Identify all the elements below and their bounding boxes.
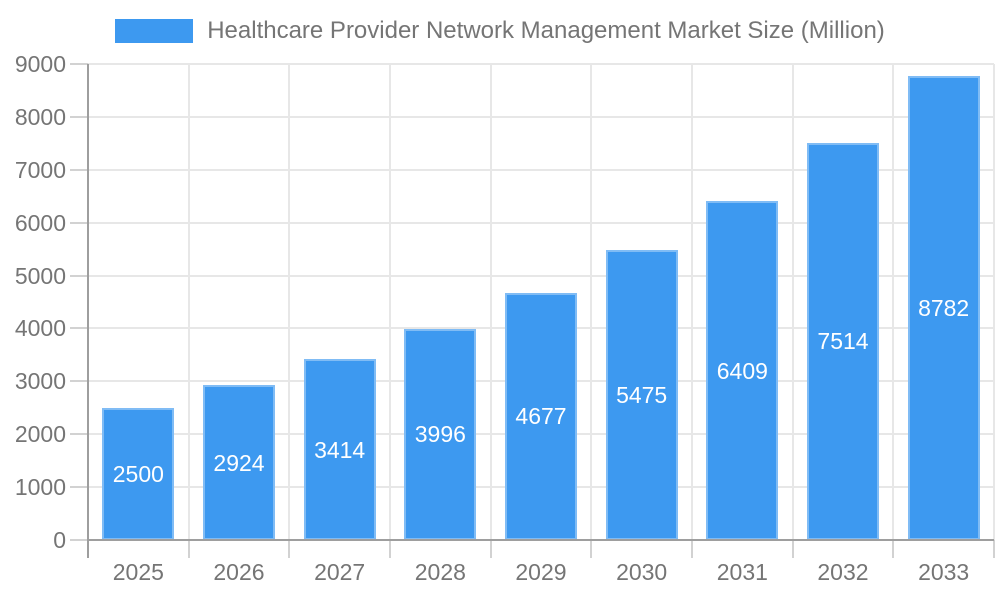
gridline-v-9 (993, 64, 995, 540)
legend-label: Healthcare Provider Network Management M… (207, 17, 885, 44)
bar-2031[interactable] (706, 201, 779, 540)
x-tick-9 (993, 540, 995, 558)
y-tick-2000 (70, 433, 88, 436)
bar-2026[interactable] (203, 385, 275, 540)
y-axis-label-5000: 5000 (14, 262, 66, 289)
gridline-v-8 (892, 64, 895, 540)
plot-area: 2500 2924 3414 3996 4677 5475 6409 7514 8782 (70, 63, 995, 558)
gridline-v-6 (691, 64, 693, 540)
bar-value-label-2027: 3414 (314, 436, 366, 463)
bar-2030[interactable] (605, 250, 678, 540)
x-axis-label-2025: 2025 (112, 559, 164, 585)
gridline-h-7000 (88, 168, 994, 171)
bar-value-label-2025: 2500 (112, 460, 164, 487)
y-tick-5000 (70, 274, 88, 277)
gridline-v-1 (187, 64, 190, 540)
y-axis-label-0: 0 (53, 527, 66, 553)
bar-2032[interactable] (807, 142, 879, 540)
gridline-v-4 (489, 64, 492, 540)
bar-2027[interactable] (303, 359, 376, 540)
y-tick-9000 (70, 63, 88, 65)
gridline-v-2 (288, 64, 291, 540)
x-tick-7 (791, 540, 794, 558)
x-axis-label-2031: 2031 (716, 559, 768, 585)
x-axis-label-2028: 2028 (414, 559, 466, 585)
x-tick-4 (489, 540, 492, 558)
y-tick-4000 (70, 327, 88, 330)
x-tick-3 (389, 540, 391, 558)
y-axis-label-4000: 4000 (14, 315, 66, 342)
gridline-h-8000 (88, 115, 994, 118)
gridline-v-5 (590, 64, 593, 540)
y-axis-label-3000: 3000 (14, 368, 66, 395)
bar-2033[interactable] (907, 75, 980, 540)
bar-value-label-2033: 8782 (918, 294, 970, 321)
gridline-h-9000 (88, 63, 994, 65)
y-tick-3000 (70, 380, 88, 383)
y-axis-label-8000: 8000 (14, 103, 66, 130)
x-axis-label-2027: 2027 (314, 559, 366, 585)
gridline-h-6000 (88, 221, 994, 224)
y-axis-label-1000: 1000 (14, 474, 66, 501)
bar-2029[interactable] (505, 292, 577, 540)
y-tick-8000 (70, 115, 88, 118)
x-axis-label-2032: 2032 (817, 559, 869, 585)
x-tick-1 (187, 540, 190, 558)
bar-value-label-2026: 2924 (213, 449, 265, 476)
bar-value-label-2032: 7514 (817, 328, 869, 355)
chart-legend[interactable]: Healthcare Provider Network Management M… (0, 17, 1000, 45)
y-tick-7000 (70, 168, 88, 171)
x-tick-2 (288, 540, 291, 558)
bar-value-label-2028: 3996 (414, 421, 466, 448)
x-tick-8 (892, 540, 895, 558)
gridline-v-7 (791, 64, 794, 540)
y-axis-line (87, 64, 89, 558)
y-axis-label-6000: 6000 (14, 209, 66, 236)
bar-value-label-2030: 5475 (616, 382, 668, 409)
y-tick-6000 (70, 221, 88, 224)
y-axis-label-2000: 2000 (14, 421, 66, 448)
gridline-v-3 (389, 64, 391, 540)
x-tick-6 (691, 540, 693, 558)
gridline-h-5000 (88, 274, 994, 277)
y-axis-label-9000: 9000 (14, 51, 66, 77)
x-tick-5 (590, 540, 593, 558)
x-axis-label-2029: 2029 (515, 559, 567, 585)
x-axis-line (88, 539, 994, 541)
bar-2028[interactable] (404, 328, 477, 540)
y-tick-1000 (70, 486, 88, 489)
y-tick-0 (70, 539, 88, 541)
x-axis-label-2026: 2026 (213, 559, 265, 585)
bar-value-label-2031: 6409 (716, 357, 768, 384)
x-axis-label-2030: 2030 (616, 559, 668, 585)
y-axis-label-7000: 7000 (14, 156, 66, 183)
bar-2025[interactable] (102, 407, 175, 540)
bar-value-label-2029: 4677 (515, 403, 567, 430)
x-axis-label-2033: 2033 (918, 559, 970, 585)
legend-swatch-icon (115, 19, 194, 43)
